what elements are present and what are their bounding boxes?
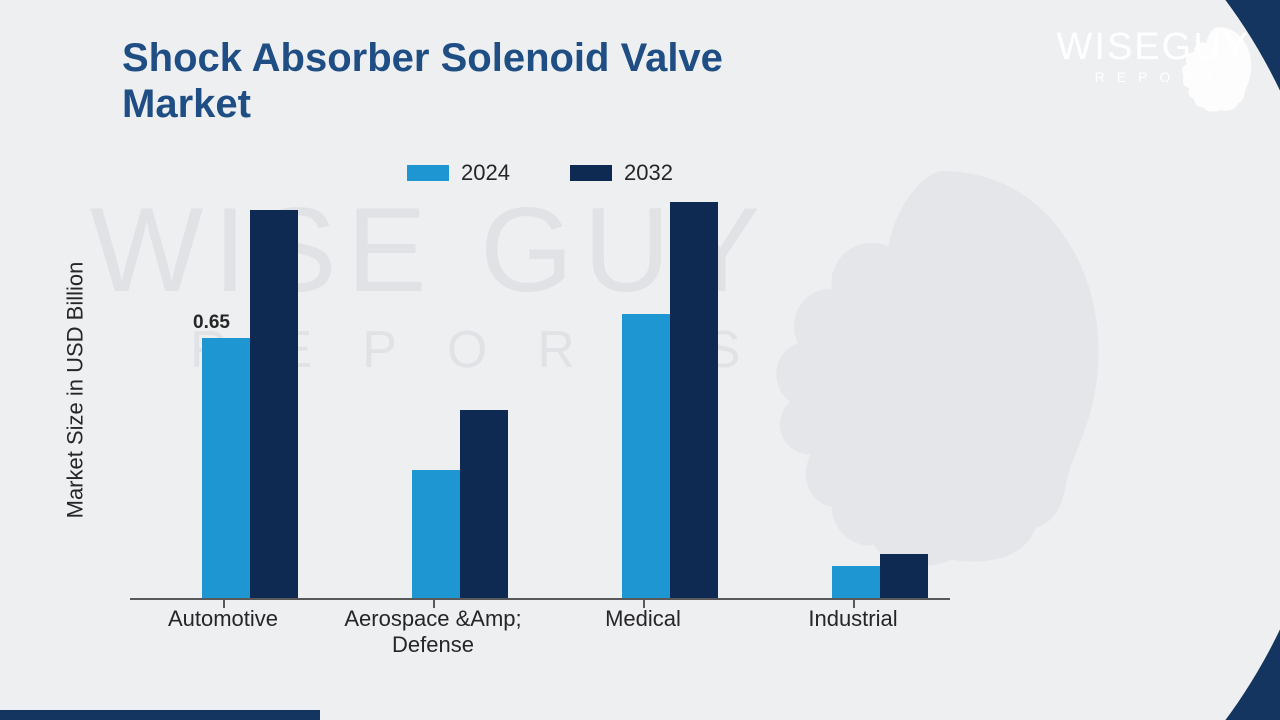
x-axis-label: Aerospace &Amp; Defense bbox=[343, 606, 523, 659]
bar-2032 bbox=[670, 202, 718, 598]
y-axis-label-text: Market Size in USD Billion bbox=[62, 262, 88, 519]
x-axis-label: Industrial bbox=[763, 606, 943, 632]
bar-2024 bbox=[622, 314, 670, 598]
bar-group bbox=[595, 202, 745, 598]
legend: 2024 2032 bbox=[130, 160, 950, 186]
legend-item-2024: 2024 bbox=[407, 160, 510, 186]
x-tick bbox=[643, 600, 645, 608]
y-axis-label: Market Size in USD Billion bbox=[60, 170, 90, 610]
bar-2032 bbox=[880, 554, 928, 598]
x-tick bbox=[853, 600, 855, 608]
page: WISE GUY REPORTS Shock Absorber Solenoid… bbox=[0, 0, 1280, 720]
bar-2032 bbox=[250, 210, 298, 598]
bar-group bbox=[805, 554, 955, 598]
brand-sub: REPORTS bbox=[1057, 70, 1250, 84]
brand-name: WISEGUY bbox=[1057, 28, 1250, 66]
legend-label-2032: 2032 bbox=[624, 160, 673, 186]
accent-strip bbox=[0, 710, 320, 720]
bar-group bbox=[385, 410, 535, 598]
bar-chart: Market Size in USD Billion 2024 2032 0.6… bbox=[60, 170, 960, 670]
brand-logo: WISEGUY REPORTS bbox=[1057, 28, 1250, 84]
x-ticks bbox=[130, 600, 950, 608]
legend-swatch-2024 bbox=[407, 165, 449, 181]
plot-area: 0.65AutomotiveAerospace &Amp; DefenseMed… bbox=[130, 200, 950, 600]
legend-swatch-2032 bbox=[570, 165, 612, 181]
legend-label-2024: 2024 bbox=[461, 160, 510, 186]
bar-2024 bbox=[202, 338, 250, 598]
bar-group bbox=[175, 210, 325, 598]
bar-2024 bbox=[832, 566, 880, 598]
x-tick bbox=[223, 600, 225, 608]
value-label: 0.65 bbox=[193, 312, 230, 334]
x-axis-label: Automotive bbox=[133, 606, 313, 632]
legend-item-2032: 2032 bbox=[570, 160, 673, 186]
bar-2032 bbox=[460, 410, 508, 598]
x-axis-label: Medical bbox=[553, 606, 733, 632]
chart-title: Shock Absorber Solenoid Valve Market bbox=[122, 35, 822, 127]
bar-2024 bbox=[412, 470, 460, 598]
x-tick bbox=[433, 600, 435, 608]
